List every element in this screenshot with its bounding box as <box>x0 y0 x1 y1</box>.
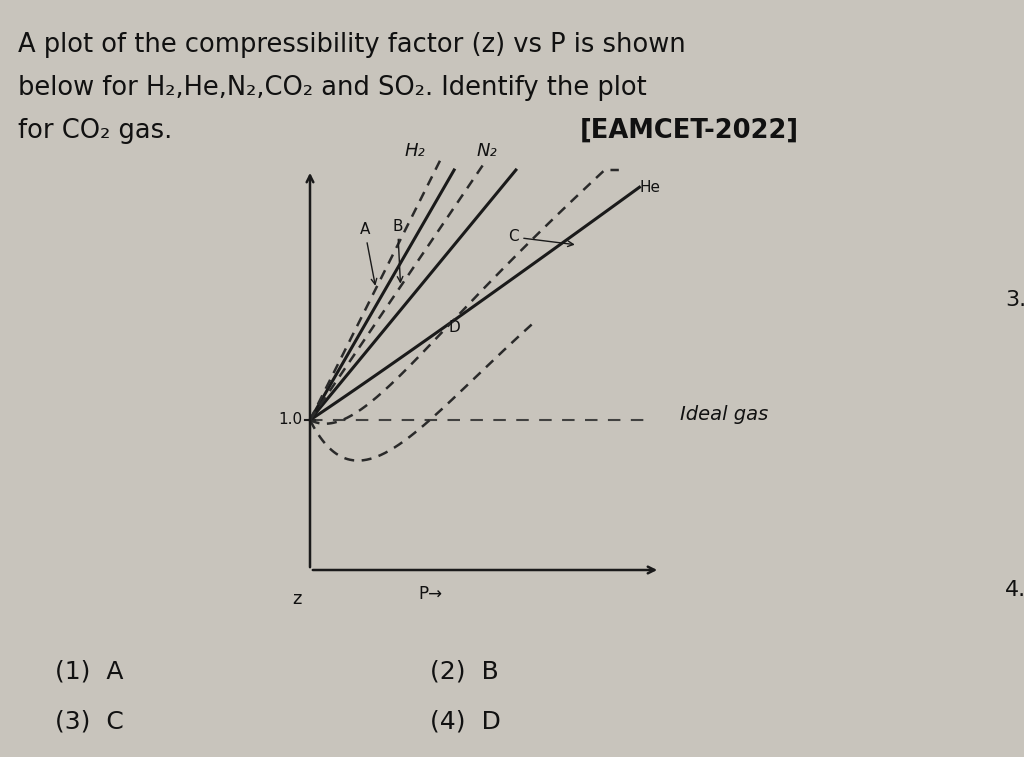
Text: below for H₂,He,N₂,CO₂ and SO₂. Identify the plot: below for H₂,He,N₂,CO₂ and SO₂. Identify… <box>18 75 647 101</box>
Text: (2)  B: (2) B <box>430 660 499 684</box>
Text: C: C <box>508 229 573 247</box>
Text: H₂: H₂ <box>404 142 426 160</box>
Text: P→: P→ <box>418 585 442 603</box>
Text: z: z <box>293 590 302 608</box>
Text: 3.: 3. <box>1005 290 1024 310</box>
Text: for CO₂ gas.: for CO₂ gas. <box>18 118 172 144</box>
Text: 4.: 4. <box>1005 580 1024 600</box>
Text: A plot of the compressibility factor (z) vs P is shown: A plot of the compressibility factor (z)… <box>18 32 686 58</box>
Text: He: He <box>639 179 660 195</box>
Text: N₂: N₂ <box>476 142 497 160</box>
Text: 1.0: 1.0 <box>278 413 302 428</box>
Text: D: D <box>449 319 460 335</box>
Text: (4)  D: (4) D <box>430 710 501 734</box>
Text: (3)  C: (3) C <box>55 710 124 734</box>
Text: [EAMCET-2022]: [EAMCET-2022] <box>580 118 799 144</box>
Text: B: B <box>392 219 402 282</box>
Text: A: A <box>359 223 377 285</box>
Text: (1)  A: (1) A <box>55 660 124 684</box>
Text: Ideal gas: Ideal gas <box>680 406 768 425</box>
